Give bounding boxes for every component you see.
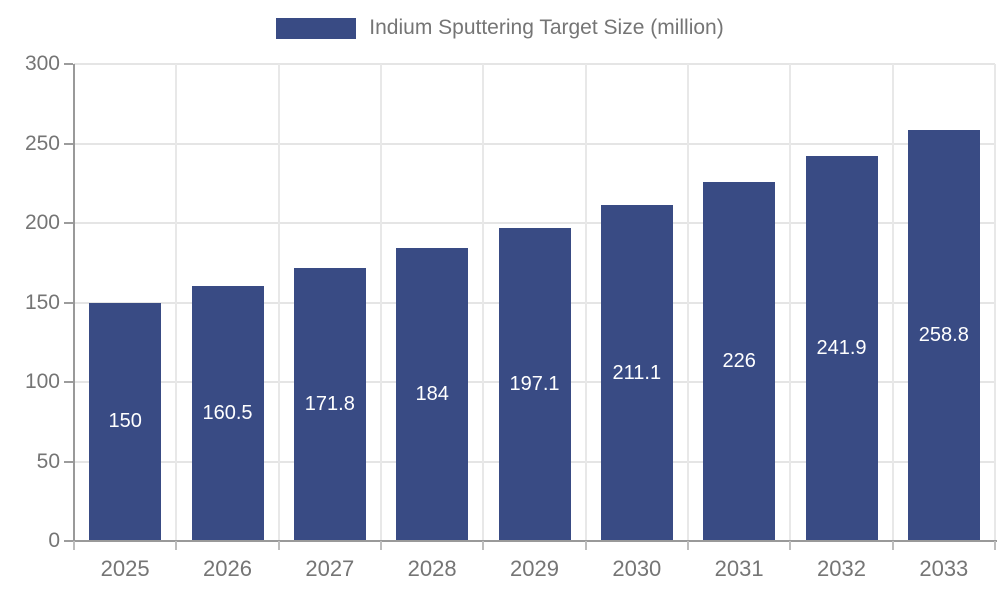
x-tick-mark: [379, 541, 382, 550]
y-axis-line: [73, 64, 75, 541]
gridline-vertical: [379, 64, 382, 541]
y-tick-label: 50: [36, 449, 60, 473]
bar[interactable]: 150: [89, 302, 162, 541]
x-tick-label: 2028: [407, 556, 457, 581]
x-tick-label: 2029: [510, 556, 559, 581]
x-tick-mark: [482, 541, 485, 550]
legend[interactable]: Indium Sputtering Target Size (million): [0, 16, 1000, 40]
y-tick-mark: [64, 460, 73, 463]
gridline-horizontal: [74, 222, 995, 225]
y-tick-label: 250: [24, 131, 60, 155]
gridline-vertical: [994, 64, 996, 541]
bar[interactable]: 226: [703, 181, 776, 541]
x-tick-mark: [686, 541, 689, 550]
y-tick-mark: [64, 222, 73, 225]
x-tick-label: 2031: [714, 556, 764, 581]
x-tick-mark: [73, 541, 75, 550]
bar[interactable]: 197.1: [498, 227, 571, 541]
y-tick-mark: [64, 63, 73, 65]
x-tick-label: 2033: [919, 556, 969, 581]
bar-value-label: 197.1: [509, 372, 560, 395]
y-tick-label: 0: [48, 529, 60, 552]
bar-value-label: 241.9: [816, 337, 867, 360]
gridline-vertical: [789, 64, 792, 541]
x-tick-mark: [584, 541, 587, 550]
bar[interactable]: 211.1: [600, 205, 673, 541]
gridline-vertical: [277, 64, 280, 541]
bar-value-label: 184: [415, 383, 449, 406]
bar-value-label: 258.8: [918, 323, 969, 346]
bar[interactable]: 171.8: [293, 267, 366, 541]
bar[interactable]: 258.8: [907, 129, 980, 541]
gridline-horizontal: [74, 142, 995, 145]
gridline-vertical: [584, 64, 587, 541]
x-tick-label: 2027: [305, 556, 355, 581]
bar[interactable]: 184: [396, 248, 469, 541]
x-tick-label: 2032: [817, 556, 866, 581]
x-tick-label: 2025: [100, 556, 150, 581]
y-tick-mark: [64, 142, 73, 145]
x-tick-mark: [789, 541, 792, 550]
y-tick-mark: [64, 381, 73, 384]
bar-value-label: 150: [108, 410, 142, 433]
bar-value-label: 171.8: [304, 392, 355, 415]
gridline-vertical: [891, 64, 894, 541]
y-tick-mark: [64, 301, 73, 304]
x-tick-mark: [994, 541, 996, 550]
y-tick-label: 300: [24, 52, 60, 75]
bar[interactable]: 160.5: [191, 285, 264, 541]
bar-value-label: 226: [722, 349, 756, 372]
x-tick-label: 2030: [612, 556, 662, 581]
x-tick-mark: [277, 541, 280, 550]
x-tick-label: 2026: [203, 556, 252, 581]
y-tick-label: 150: [24, 290, 60, 314]
gridline-vertical: [686, 64, 689, 541]
gridline-vertical: [175, 64, 178, 541]
bar[interactable]: 241.9: [805, 156, 878, 541]
legend-label: Indium Sputtering Target Size (million): [369, 16, 724, 39]
bar-value-label: 160.5: [202, 401, 253, 424]
legend-swatch: [276, 17, 357, 39]
plot-area: 150 160.5 171.8 184 197.1 211.1 226 241.9 258.8: [64, 63, 997, 550]
y-tick-label: 200: [24, 211, 60, 235]
gridline-horizontal: [74, 63, 995, 65]
x-axis-labels: 2025 2026 2027 2028 2029 2030 2031 2032 2033: [74, 556, 995, 588]
y-axis-labels: 0 50 100 150 200 250 300: [0, 52, 60, 552]
bar-value-label: 211.1: [612, 361, 662, 384]
x-tick-mark: [891, 541, 894, 550]
y-tick-mark: [64, 540, 73, 542]
gridline-vertical: [482, 64, 485, 541]
y-tick-label: 100: [24, 370, 60, 394]
x-tick-mark: [175, 541, 178, 550]
x-axis-line: [72, 540, 997, 542]
